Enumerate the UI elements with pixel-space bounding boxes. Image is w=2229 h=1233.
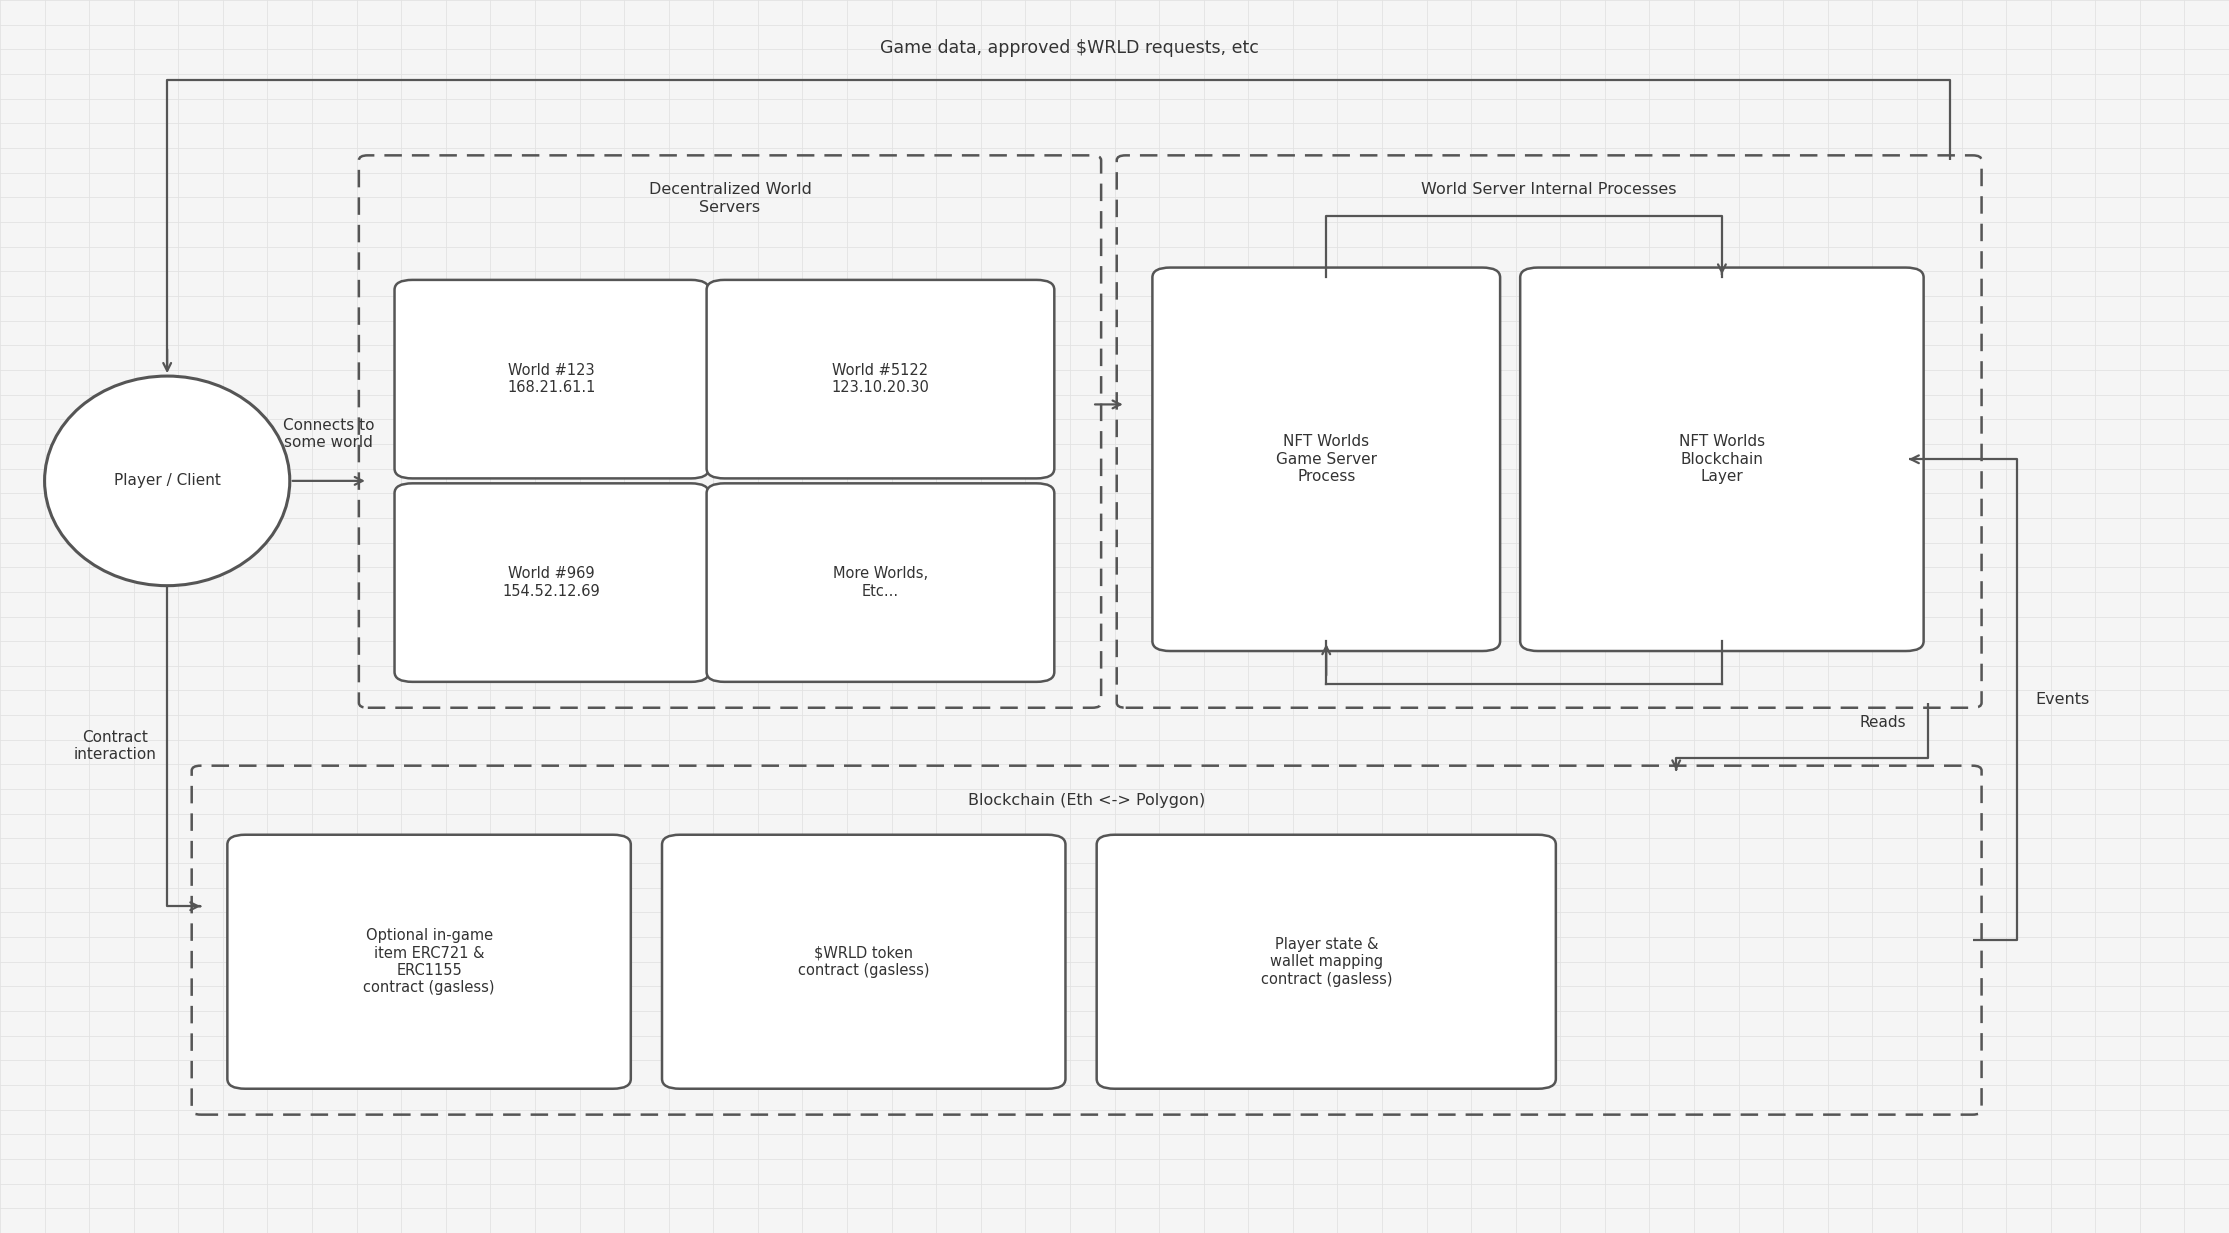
Text: Decentralized World
Servers: Decentralized World Servers: [649, 182, 811, 215]
Ellipse shape: [45, 376, 290, 586]
Text: NFT Worlds
Game Server
Process: NFT Worlds Game Server Process: [1275, 434, 1378, 485]
FancyBboxPatch shape: [1152, 268, 1500, 651]
FancyBboxPatch shape: [707, 483, 1054, 682]
Text: Contract
interaction: Contract interaction: [74, 730, 156, 762]
Text: Optional in-game
item ERC721 &
ERC1155
contract (gasless): Optional in-game item ERC721 & ERC1155 c…: [363, 928, 495, 995]
FancyBboxPatch shape: [227, 835, 631, 1089]
Text: $WRLD token
contract (gasless): $WRLD token contract (gasless): [798, 946, 929, 978]
Text: Player state &
wallet mapping
contract (gasless): Player state & wallet mapping contract (…: [1262, 937, 1391, 986]
Text: Game data, approved $WRLD requests, etc: Game data, approved $WRLD requests, etc: [880, 39, 1259, 58]
Text: World #5122
123.10.20.30: World #5122 123.10.20.30: [831, 363, 929, 396]
Text: Player / Client: Player / Client: [114, 473, 221, 488]
FancyBboxPatch shape: [395, 280, 709, 478]
Text: More Worlds,
Etc...: More Worlds, Etc...: [834, 566, 927, 599]
Text: Events: Events: [2035, 692, 2089, 708]
Text: Reads: Reads: [1859, 715, 1906, 730]
FancyBboxPatch shape: [1097, 835, 1556, 1089]
FancyBboxPatch shape: [1520, 268, 1924, 651]
Text: Blockchain (Eth <-> Polygon): Blockchain (Eth <-> Polygon): [967, 793, 1206, 808]
Text: World Server Internal Processes: World Server Internal Processes: [1422, 182, 1676, 197]
Text: World #123
168.21.61.1: World #123 168.21.61.1: [508, 363, 595, 396]
Text: NFT Worlds
Blockchain
Layer: NFT Worlds Blockchain Layer: [1678, 434, 1765, 485]
FancyBboxPatch shape: [662, 835, 1065, 1089]
Text: World #969
154.52.12.69: World #969 154.52.12.69: [504, 566, 600, 599]
FancyBboxPatch shape: [395, 483, 709, 682]
Text: Connects to
some world: Connects to some world: [283, 418, 374, 450]
FancyBboxPatch shape: [707, 280, 1054, 478]
